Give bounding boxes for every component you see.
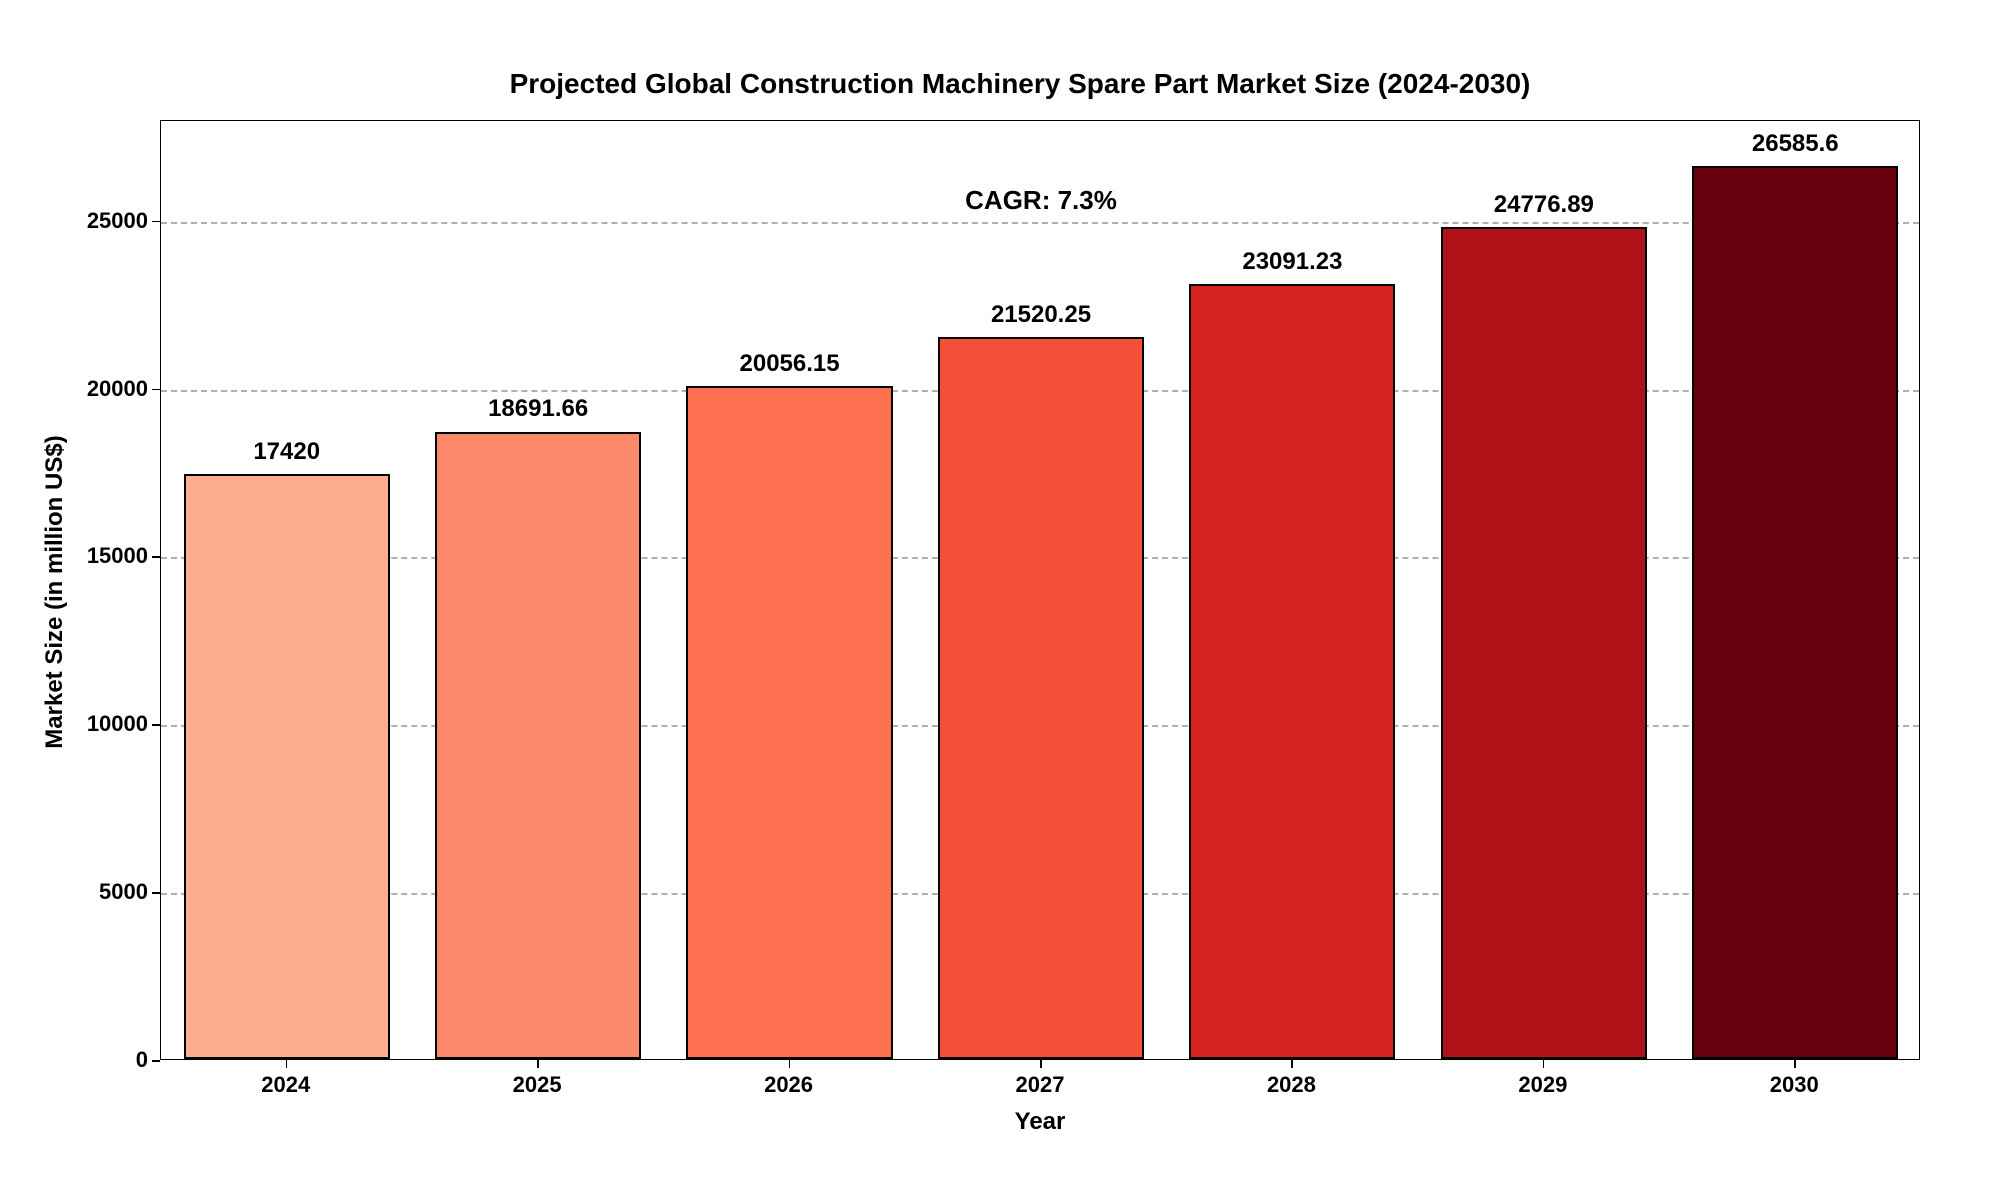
bar xyxy=(938,337,1144,1059)
bar-value-label: 18691.66 xyxy=(412,395,663,423)
x-tick-label: 2025 xyxy=(411,1072,662,1098)
bar-value-label: 26585.6 xyxy=(1670,130,1921,158)
bar xyxy=(686,386,892,1059)
x-tick-label: 2024 xyxy=(160,1072,411,1098)
bar xyxy=(1189,284,1395,1059)
x-tick-label: 2028 xyxy=(1166,1072,1417,1098)
x-tick-mark xyxy=(1543,1060,1545,1068)
chart-title: Projected Global Construction Machinery … xyxy=(120,68,1920,100)
bar-value-label: 21520.25 xyxy=(915,301,1166,329)
x-tick-mark xyxy=(1040,1060,1042,1068)
x-axis-label: Year xyxy=(160,1108,1920,1136)
x-tick-label: 2030 xyxy=(1669,1072,1920,1098)
x-tick-mark xyxy=(286,1060,288,1068)
x-tick-label: 2027 xyxy=(914,1072,1165,1098)
bar xyxy=(184,474,390,1059)
y-tick-mark xyxy=(152,389,160,391)
bar xyxy=(1441,227,1647,1059)
bar xyxy=(1692,166,1898,1059)
x-tick-mark xyxy=(1794,1060,1796,1068)
x-tick-label: 2026 xyxy=(663,1072,914,1098)
y-tick-mark xyxy=(152,221,160,223)
gridline xyxy=(161,222,1919,224)
bar-value-label: 24776.89 xyxy=(1418,191,1669,219)
y-tick-mark xyxy=(152,892,160,894)
y-tick-mark xyxy=(152,1060,160,1062)
cagr-annotation: CAGR: 7.3% xyxy=(921,185,1161,216)
y-tick-mark xyxy=(152,556,160,558)
y-tick-mark xyxy=(152,724,160,726)
y-axis-label: Market Size (in million US$) xyxy=(41,122,69,1062)
x-tick-mark xyxy=(789,1060,791,1068)
x-tick-label: 2029 xyxy=(1417,1072,1668,1098)
plot-area: 1742018691.6620056.1521520.2523091.23 247… xyxy=(160,120,1920,1060)
chart-container: Projected Global Construction Machinery … xyxy=(120,60,1880,1140)
bar xyxy=(435,432,641,1060)
bar-value-label: 17420 xyxy=(161,438,412,466)
x-tick-mark xyxy=(1291,1060,1293,1068)
x-tick-mark xyxy=(537,1060,539,1068)
bar-value-label: 23091.23 xyxy=(1167,248,1418,276)
bar-value-label: 20056.15 xyxy=(664,350,915,378)
